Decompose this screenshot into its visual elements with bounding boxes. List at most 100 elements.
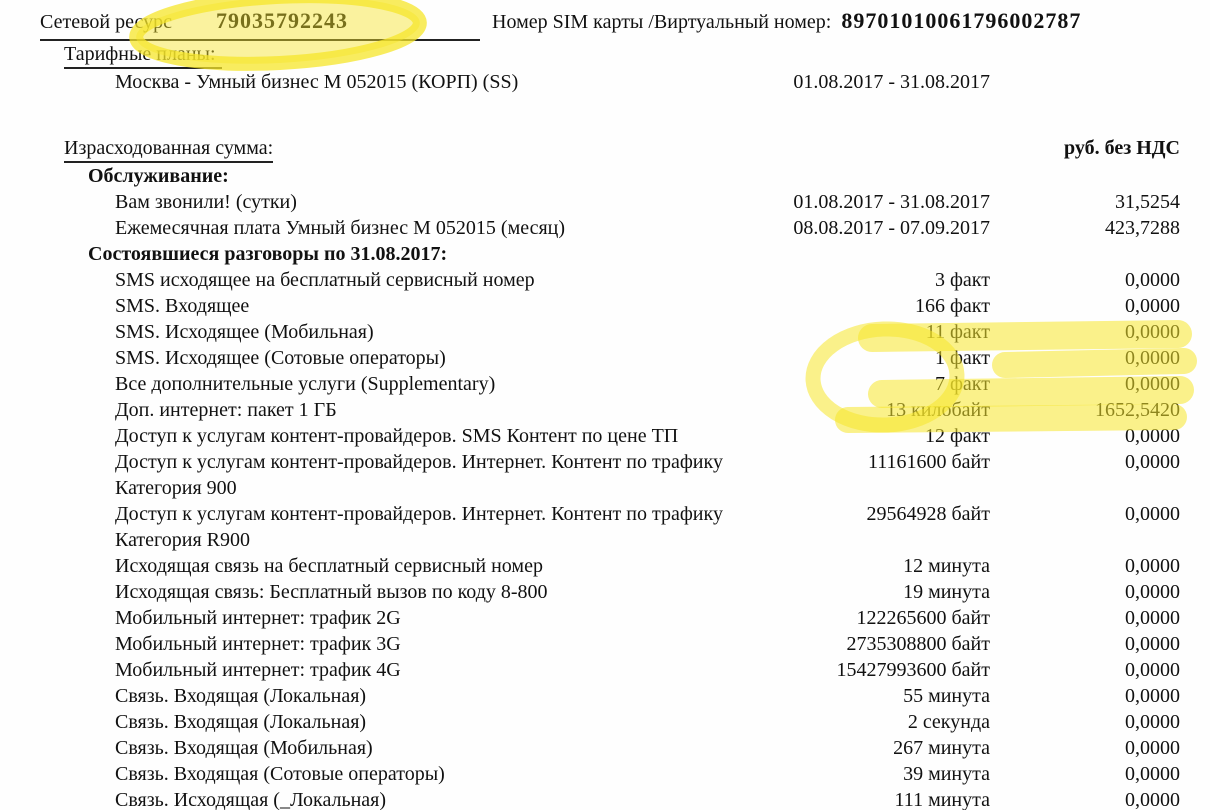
sim-number-group: Номер SIM карты /Виртуальный номер: 8970… [492,8,1081,35]
charge-label: Доступ к услугам контент-провайдеров. Ин… [115,503,723,551]
charge-label: Связь. Входящая (Сотовые операторы) [115,763,445,785]
charge-amount: 0,0000 [1125,711,1180,733]
header-row: Сетевой ресурс 79035792243 Номер SIM кар… [0,8,1210,41]
charge-row: Связь. Входящая (Локальная) 55 минута 0,00… [0,683,1210,709]
charge-quantity: 19 минута [903,581,990,603]
charge-quantity: 55 минута [903,685,990,707]
charge-quantity: 122265600 байт [856,607,991,629]
charge-label: SMS. Входящее [115,295,250,317]
charge-row: Доп. интернет: пакет 1 ГБ 13 килобайт 1652… [0,397,1210,423]
charge-amount: 1652,5420 [1095,399,1180,421]
charge-quantity: 13 килобайт [886,399,990,421]
charge-quantity: 29564928 байт [866,503,991,525]
charge-quantity: 12 минута [903,555,990,577]
charge-amount: 0,0000 [1125,607,1180,629]
charge-label: Мобильный интернет: трафик 3G [115,633,401,655]
charge-amount: 0,0000 [1125,555,1180,577]
charge-quantity: 11 факт [925,321,990,343]
spent-sum-heading: Израсходованная сумма: [64,135,1064,163]
charge-amount: 0,0000 [1125,425,1180,447]
charge-amount: 0,0000 [1125,451,1180,473]
charge-row: SMS. Исходящее (Сотовые операторы) 1 факт… [0,345,1210,371]
charge-row: Мобильный интернет: трафик 3G 2735308800 … [0,631,1210,657]
charge-quantity: 1 факт [934,347,990,369]
charge-quantity: 2 секунда [907,711,990,733]
charge-quantity: 267 минута [893,737,990,759]
tariff-plan-name: Москва - Умный бизнес М 052015 (КОРП) (S… [115,71,519,93]
charge-amount: 0,0000 [1125,373,1180,395]
charge-quantity: 111 минута [894,789,990,810]
charge-quantity: 39 минута [903,763,990,785]
charge-amount: 0,0000 [1125,685,1180,707]
charge-quantity: 3 факт [934,269,990,291]
charge-label: Доп. интернет: пакет 1 ГБ [115,399,337,421]
charge-amount: 0,0000 [1125,789,1180,810]
charge-amount: 423,7288 [1105,217,1180,239]
sim-number-value: 89701010061796002787 [841,8,1082,33]
charge-quantity: 15427993600 байт [836,659,991,681]
charge-row: Все дополнительные услуги (Supplementary… [0,371,1210,397]
charge-row: Доступ к услугам контент-провайдеров. Ин… [0,449,1210,501]
spent-sum-heading-row: Израсходованная сумма: руб. без НДС [0,135,1210,163]
charge-row: Доступ к услугам контент-провайдеров. Ин… [0,501,1210,553]
network-resource-label: Сетевой ресурс [40,11,172,33]
network-resource-group: Сетевой ресурс 79035792243 [40,8,480,41]
charge-label: Все дополнительные услуги (Supplementary… [115,373,496,395]
charge-quantity: 08.08.2017 - 07.09.2017 [793,217,990,239]
charge-label: Исходящая связь на бесплатный сервисный … [115,555,543,577]
charge-label: Связь. Входящая (Локальная) [115,711,367,733]
charge-label: Мобильный интернет: трафик 4G [115,659,401,681]
charge-row: Исходящая связь на бесплатный сервисный … [0,553,1210,579]
charge-amount: 0,0000 [1125,347,1180,369]
charge-amount: 0,0000 [1125,633,1180,655]
charge-row: SMS исходящее на бесплатный сервисный но… [0,267,1210,293]
charge-row: SMS. Исходящее (Мобильная) 11 факт 0,0000 [0,319,1210,345]
charge-label: Доступ к услугам контент-провайдеров. SM… [115,425,679,447]
charge-label: Связь. Исходящая (_Локальная) [115,789,387,810]
charge-row: Связь. Входящая (Сотовые операторы) 39 ми… [0,761,1210,787]
charge-label: SMS исходящее на бесплатный сервисный но… [115,269,535,291]
spent-sum-section: Израсходованная сумма: руб. без НДС Обсл… [0,135,1210,810]
charge-row: Вам звонили! (сутки) 01.08.2017 - 31.08.2… [0,189,1210,215]
charge-quantity: 7 факт [934,373,990,395]
tariff-plans-heading-row: Тарифные планы: [64,41,1210,69]
charge-amount: 0,0000 [1125,503,1180,525]
tariff-plan-period: 01.08.2017 - 31.08.2017 [793,71,990,93]
charge-groups: Обслуживание: Вам звонили! (сутки) 01.08.2… [0,163,1210,810]
charge-label: Исходящая связь: Бесплатный вызов по код… [115,581,548,603]
charge-quantity: 2735308800 байт [846,633,991,655]
charge-row: Ежемесячная плата Умный бизнес М 052015 … [0,215,1210,241]
charge-label: SMS. Исходящее (Мобильная) [115,321,374,343]
network-resource-value: 79035792243 [215,8,348,33]
charge-label: Связь. Входящая (Мобильная) [115,737,373,759]
charge-quantity: 11161600 байт [867,451,990,473]
spent-sum-heading-text: Израсходованная сумма: [64,135,274,163]
charge-row: Мобильный интернет: трафик 2G 122265600 б… [0,605,1210,631]
currency-note: руб. без НДС [1063,137,1180,159]
charge-amount: 0,0000 [1125,295,1180,317]
tariff-plans-heading: Тарифные планы: [64,41,222,69]
charge-label: Мобильный интернет: трафик 2G [115,607,401,629]
charge-label: Связь. Входящая (Локальная) [115,685,367,707]
charge-quantity: 166 факт [914,295,990,317]
charge-label: Ежемесячная плата Умный бизнес М 052015 … [115,217,566,239]
tariff-plan-row: Москва - Умный бизнес М 052015 (КОРП) (S… [0,69,1210,95]
charge-amount: 0,0000 [1125,659,1180,681]
charge-row: Связь. Входящая (Локальная) 2 секунда 0,00… [0,709,1210,735]
charge-quantity: 01.08.2017 - 31.08.2017 [793,191,990,213]
charge-amount: 0,0000 [1125,269,1180,291]
charge-row: SMS. Входящее 166 факт 0,0000 [0,293,1210,319]
charge-label: Вам звонили! (сутки) [115,191,297,213]
charge-row: Доступ к услугам контент-провайдеров. SM… [0,423,1210,449]
group-title: Обслуживание: [88,165,229,187]
charge-amount: 31,5254 [1115,191,1180,213]
charge-row: Связь. Входящая (Мобильная) 267 минута 0,0… [0,735,1210,761]
charge-row: Исходящая связь: Бесплатный вызов по код… [0,579,1210,605]
charge-amount: 0,0000 [1125,321,1180,343]
group-title: Состоявшиеся разговоры по 31.08.2017: [88,243,448,265]
charge-label: SMS. Исходящее (Сотовые операторы) [115,347,446,369]
charge-quantity: 12 факт [924,425,990,447]
charge-amount: 0,0000 [1125,581,1180,603]
charge-row: Связь. Исходящая (_Локальная) 111 минута 0… [0,787,1210,810]
